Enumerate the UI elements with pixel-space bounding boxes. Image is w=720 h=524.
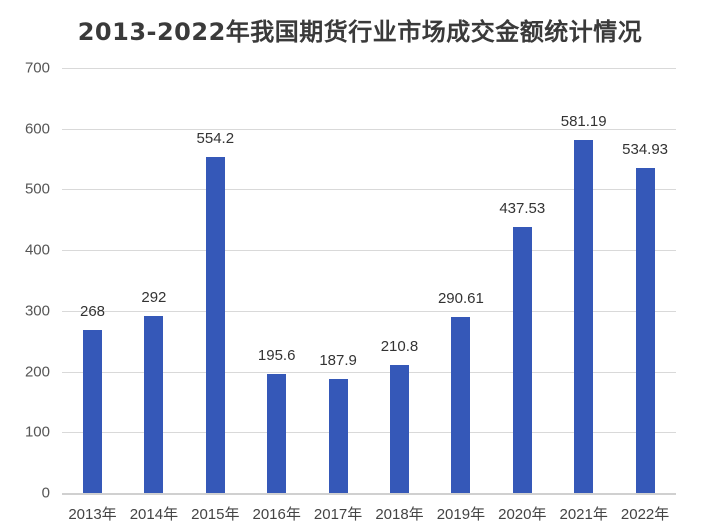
- bar-2015年: [205, 156, 225, 493]
- data-label: 268: [79, 303, 106, 321]
- gridline: [62, 310, 676, 312]
- bar-2021年: [574, 140, 594, 493]
- bar-2017年: [328, 378, 348, 493]
- gridline: [62, 128, 676, 130]
- data-label: 210.8: [380, 338, 419, 355]
- bar-2014年: [144, 315, 164, 493]
- gridline: [62, 250, 676, 252]
- y-axis-tick-label: 700: [24, 59, 50, 77]
- bar-2022年: [635, 168, 655, 493]
- bar-2018年: [390, 365, 409, 493]
- x-axis-tick-label: 2018年: [375, 506, 424, 523]
- x-axis-tick-label: 2016年: [252, 506, 301, 523]
- bar-2020年: [512, 227, 532, 493]
- data-label: 437.53: [499, 200, 546, 218]
- x-axis-tick-label: 2022年: [620, 506, 670, 523]
- bar-2019年: [451, 316, 471, 493]
- gridline: [62, 68, 676, 69]
- x-axis-tick-label: 2013年: [68, 506, 117, 523]
- bar-2013年: [83, 330, 102, 493]
- data-label: 187.9: [319, 351, 357, 369]
- y-axis-tick-label: 100: [24, 423, 50, 441]
- x-axis-tick-label: 2015年: [191, 506, 240, 523]
- data-label: 554.2: [196, 129, 235, 147]
- y-axis-tick-label: 500: [24, 180, 50, 198]
- gridline: [62, 371, 676, 373]
- y-axis-tick-label: 300: [24, 302, 50, 320]
- data-label: 292: [141, 288, 167, 306]
- data-label: 581.19: [560, 113, 607, 131]
- y-axis-tick-label: 200: [24, 363, 50, 381]
- x-axis-tick-label: 2021年: [559, 506, 608, 523]
- x-axis-tick-label: 2020年: [498, 506, 547, 523]
- x-axis-tick-label: 2014年: [129, 506, 179, 523]
- x-axis-tick-label: 2017年: [313, 506, 363, 523]
- gridline: [62, 189, 676, 191]
- x-axis-tick-label: 2019年: [436, 506, 486, 523]
- data-label: 534.93: [622, 141, 669, 159]
- chart-title: 2013-2022年我国期货行业市场成交金额统计情况: [77, 18, 643, 46]
- gridline: [62, 493, 676, 495]
- y-axis-tick-label: 0: [41, 484, 50, 502]
- y-axis-tick-label: 400: [24, 241, 50, 259]
- gridline: [62, 432, 676, 434]
- bar-2016年: [267, 374, 287, 493]
- data-label: 195.6: [257, 347, 296, 365]
- y-axis-tick-label: 600: [24, 120, 50, 138]
- data-label: 290.61: [437, 289, 484, 307]
